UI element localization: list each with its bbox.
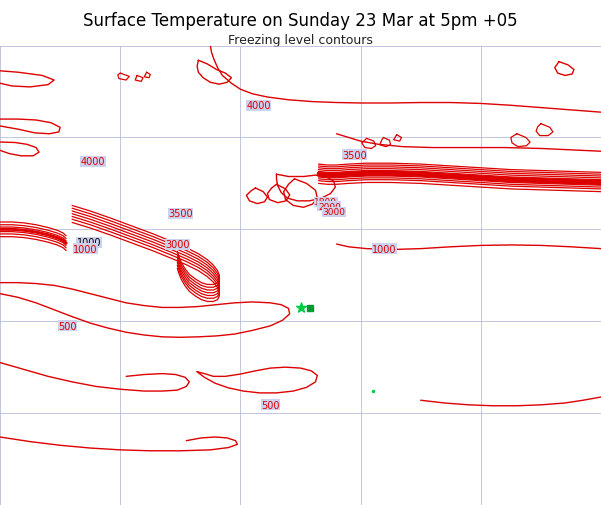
Text: 3500: 3500 — [343, 150, 367, 161]
Text: 3500: 3500 — [168, 209, 192, 219]
Text: 500: 500 — [58, 321, 76, 331]
Text: Freezing level contours: Freezing level contours — [228, 33, 373, 46]
Text: 4000: 4000 — [81, 157, 105, 167]
Text: 3000: 3000 — [323, 208, 346, 217]
Text: 4000: 4000 — [246, 101, 270, 111]
Text: 1000: 1000 — [373, 244, 397, 254]
Text: Surface Temperature on Sunday 23 Mar at 5pm +05: Surface Temperature on Sunday 23 Mar at … — [83, 12, 518, 30]
Text: 3000: 3000 — [165, 239, 189, 249]
Text: 1800: 1800 — [314, 198, 337, 207]
Text: 500: 500 — [261, 400, 279, 410]
Text: 2000: 2000 — [318, 203, 341, 212]
Text: 1000: 1000 — [77, 238, 101, 248]
Text: 1000: 1000 — [73, 244, 97, 254]
